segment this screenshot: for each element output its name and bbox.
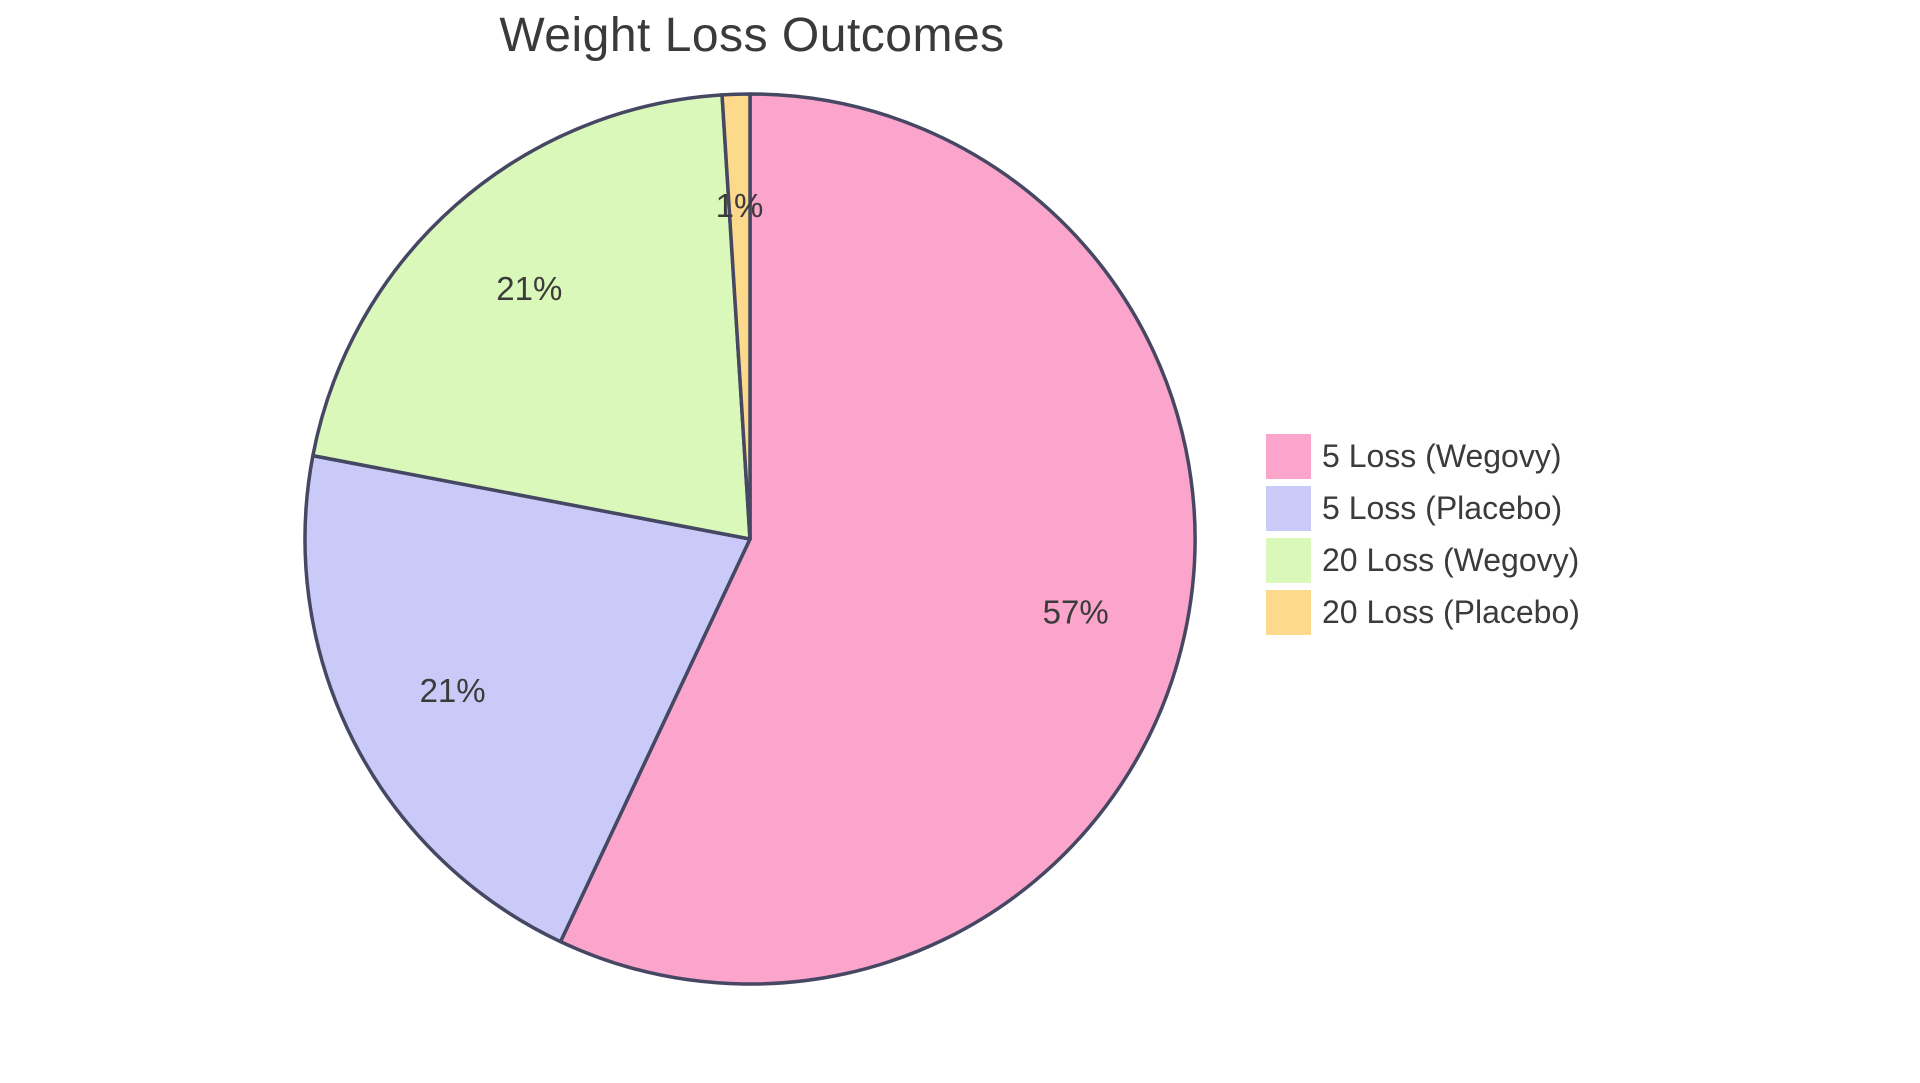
legend-swatch: [1266, 538, 1311, 583]
pie-slices: [303, 92, 1197, 986]
legend-item-20-loss-wegovy[interactable]: 20 Loss (Wegovy): [1266, 538, 1580, 583]
legend: 5 Loss (Wegovy) 5 Loss (Placebo) 20 Loss…: [1266, 434, 1580, 635]
legend-label: 5 Loss (Placebo): [1322, 490, 1563, 526]
pie-slice[interactable]: [558, 92, 1197, 986]
pie-slice[interactable]: [720, 92, 752, 541]
legend-label: 5 Loss (Wegovy): [1322, 438, 1562, 474]
legend-swatch: [1266, 434, 1311, 479]
slice-percent-label: 57%: [1043, 593, 1109, 630]
slice-percent-label: 1%: [716, 187, 764, 224]
pie-slice-labels: 57% 21% 21% 1%: [420, 187, 1109, 709]
legend-swatch: [1266, 486, 1311, 531]
slice-percent-label: 21%: [496, 270, 562, 307]
slice-percent-label: 21%: [420, 672, 486, 709]
chart-title: Weight Loss Outcomes: [499, 9, 1005, 62]
pie-slice[interactable]: [303, 453, 752, 944]
legend-item-5-loss-placebo[interactable]: 5 Loss (Placebo): [1266, 486, 1580, 531]
legend-label: 20 Loss (Placebo): [1322, 594, 1580, 630]
pie-slice[interactable]: [311, 93, 752, 541]
legend-swatch: [1266, 590, 1311, 635]
legend-item-20-loss-placebo[interactable]: 20 Loss (Placebo): [1266, 590, 1580, 635]
legend-item-5-loss-wegovy[interactable]: 5 Loss (Wegovy): [1266, 434, 1580, 479]
legend-label: 20 Loss (Wegovy): [1322, 542, 1580, 578]
